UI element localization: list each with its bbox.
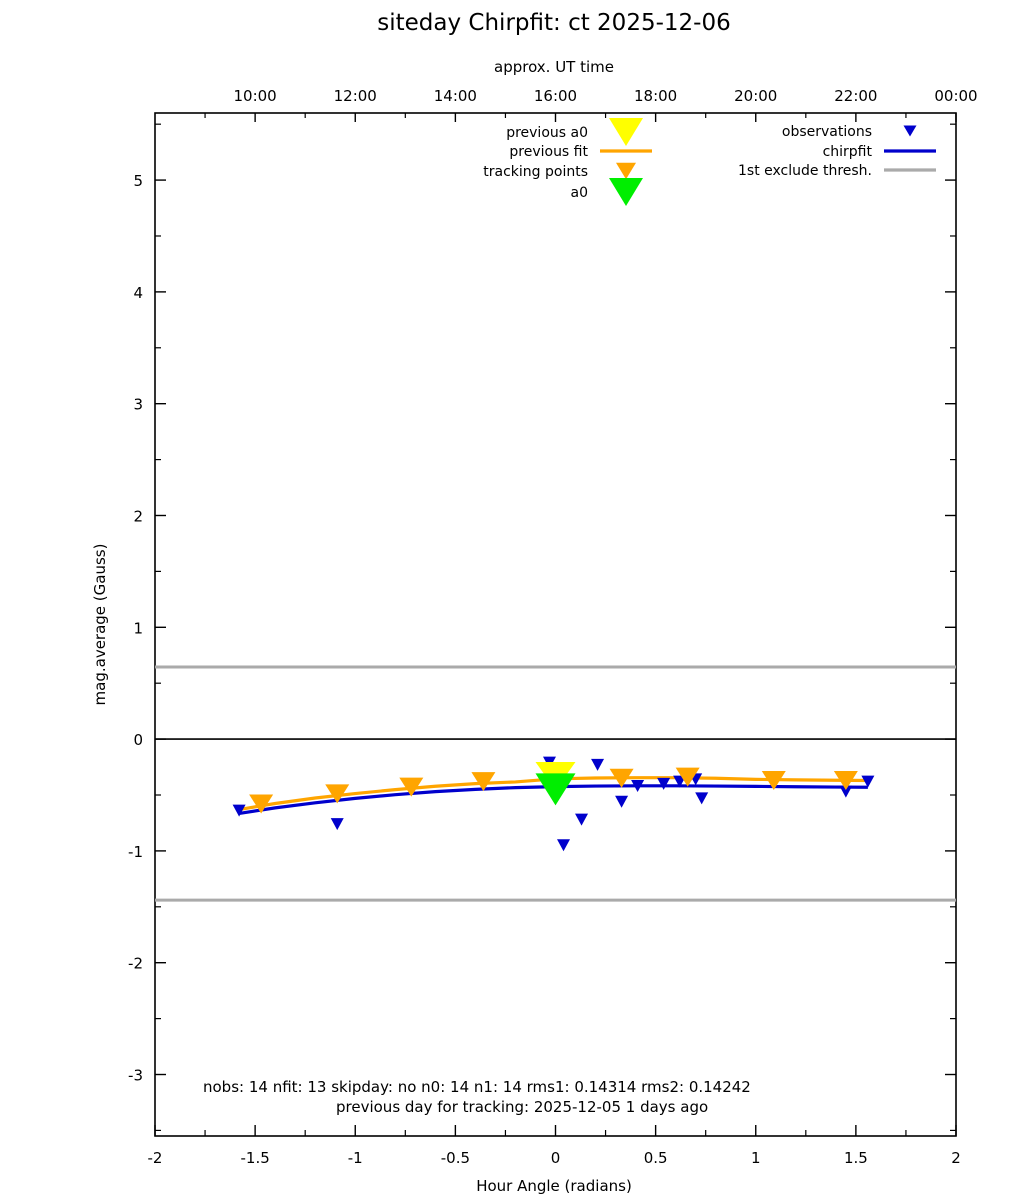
status-line-2: previous day for tracking: 2025-12-05 1 …	[336, 1098, 708, 1116]
observation-marker	[695, 792, 709, 805]
top-axis-label: approx. UT time	[494, 58, 614, 76]
top-axis-tick-label: 00:00	[934, 87, 977, 105]
observation-marker	[575, 813, 589, 826]
a0-marker	[535, 773, 576, 806]
tracking-point-marker	[761, 770, 786, 790]
tracking-point-marker	[399, 777, 424, 797]
x-axis-tick-label: 0	[551, 1149, 561, 1167]
x-axis-tick-label: -1	[348, 1149, 363, 1167]
legend-label-left: tracking points	[483, 164, 588, 180]
legend-swatch-triangle	[609, 118, 643, 146]
tracking-point-marker	[833, 770, 858, 790]
y-axis-tick-label: 0	[133, 731, 143, 749]
status-line-1: nobs: 14 nfit: 13 skipday: no n0: 14 n1:…	[203, 1078, 751, 1096]
tracking-point-marker	[471, 772, 496, 792]
plot-frame	[154, 112, 957, 1137]
top-axis-tick-label: 22:00	[834, 87, 877, 105]
tracking-point-marker	[675, 767, 700, 787]
legend-swatch-triangle	[903, 125, 917, 137]
observation-marker	[861, 775, 875, 788]
x-axis-tick-label: 1.5	[844, 1149, 868, 1167]
observation-marker	[839, 785, 853, 798]
legend-label-right: chirpfit	[823, 144, 873, 160]
y-axis-tick-label: -2	[128, 955, 143, 973]
x-axis-tick-label: 2	[951, 1149, 961, 1167]
tracking-point-marker	[325, 784, 350, 804]
tracking-point-marker	[609, 768, 634, 788]
top-axis-tick-label: 10:00	[234, 87, 277, 105]
y-axis-tick-label: 3	[133, 396, 143, 414]
x-axis-tick-label: -1.5	[240, 1149, 269, 1167]
y-axis-tick-label: 5	[133, 172, 143, 190]
top-axis-tick-label: 20:00	[734, 87, 777, 105]
top-axis-tick-label: 14:00	[434, 87, 477, 105]
observation-marker	[631, 780, 645, 793]
top-axis-tick-label: 12:00	[334, 87, 377, 105]
tracking-point-marker	[249, 794, 274, 814]
legend-label-left: a0	[571, 185, 589, 201]
y-axis-tick-label: 2	[133, 507, 143, 525]
top-axis-tick-label: 18:00	[634, 87, 677, 105]
x-axis-tick-label: 0.5	[644, 1149, 668, 1167]
legend-label-right: observations	[782, 124, 872, 140]
x-axis-label: Hour Angle (radians)	[476, 1177, 632, 1195]
y-axis-tick-label: 4	[133, 284, 143, 302]
x-axis-tick-label: 1	[751, 1149, 761, 1167]
observation-marker	[330, 818, 344, 831]
observation-marker	[657, 777, 671, 790]
observation-marker	[557, 839, 571, 852]
legend-label-left: previous fit	[509, 144, 588, 160]
legend-swatch-triangle	[609, 178, 643, 206]
x-axis-tick-label: -0.5	[441, 1149, 470, 1167]
x-axis-tick-label: -2	[148, 1149, 163, 1167]
observation-marker	[591, 758, 605, 771]
y-axis-tick-label: 1	[133, 619, 143, 637]
legend-swatch-triangle	[616, 162, 636, 180]
legend-label-left: previous a0	[506, 125, 588, 141]
y-axis-tick-label: -3	[128, 1067, 143, 1085]
top-axis-tick-label: 16:00	[534, 87, 577, 105]
observation-marker	[615, 795, 629, 808]
y-axis-tick-label: -1	[128, 843, 143, 861]
observation-marker	[232, 804, 246, 817]
legend-label-right: 1st exclude thresh.	[738, 163, 872, 179]
y-axis-label: mag.average (Gauss)	[91, 544, 109, 706]
page-title: siteday Chirpfit: ct 2025-12-06	[377, 10, 730, 36]
